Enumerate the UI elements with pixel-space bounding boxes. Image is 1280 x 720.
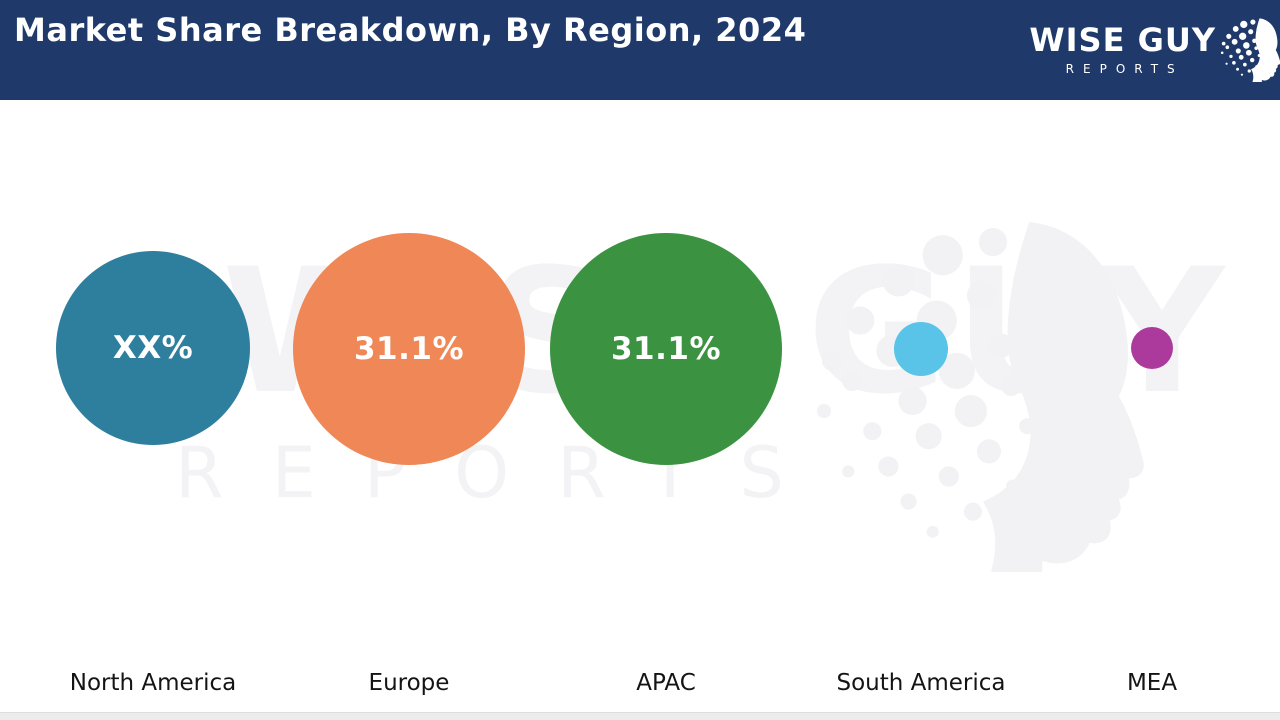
page-title: Market Share Breakdown, By Region, 2024 (14, 11, 807, 49)
bubble-europe: 31.1% (293, 233, 525, 465)
watermark-brand-subtitle: REPORTS (175, 432, 832, 514)
category-label-apac: APAC (636, 670, 696, 696)
watermark-head-icon (812, 220, 1164, 572)
bubble-apac: 31.1% (550, 233, 782, 465)
brand-subtitle: REPORTS (1065, 62, 1184, 76)
brand-logo: WISE GUY REPORTS (1029, 0, 1280, 100)
bubble-value-label: 31.1% (610, 331, 722, 367)
bubble-value-label: XX% (112, 330, 194, 366)
category-label-south-america: South America (836, 670, 1006, 696)
bottom-divider (0, 712, 1280, 720)
brand-head-icon (1220, 4, 1280, 96)
category-label-mea: MEA (1126, 670, 1178, 696)
bubble-mea (1131, 327, 1173, 369)
bubble-north-america: XX% (56, 251, 250, 445)
brand-name: WISE GUY (1029, 21, 1216, 59)
category-label-north-america: North America (69, 670, 237, 696)
header-bar: Market Share Breakdown, By Region, 2024 … (0, 0, 1280, 100)
category-label-europe: Europe (368, 670, 450, 696)
brand-logo-text: WISE GUY REPORTS (1029, 24, 1216, 76)
bubble-value-label: 31.1% (353, 331, 465, 367)
bubble-south-america (894, 322, 948, 376)
